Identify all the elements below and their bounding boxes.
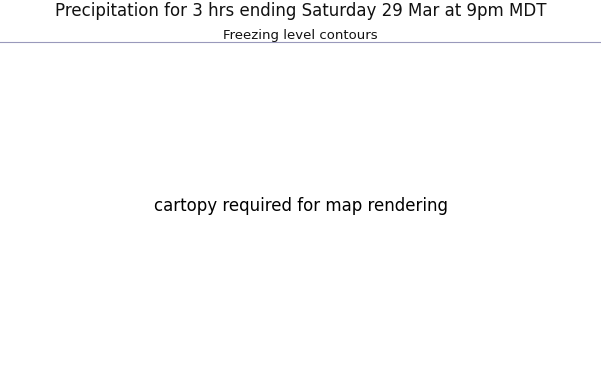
Text: cartopy required for map rendering: cartopy required for map rendering xyxy=(153,197,448,215)
Text: Precipitation for 3 hrs ending Saturday 29 Mar at 9pm MDT: Precipitation for 3 hrs ending Saturday … xyxy=(55,2,546,20)
Text: Freezing level contours: Freezing level contours xyxy=(223,29,378,42)
